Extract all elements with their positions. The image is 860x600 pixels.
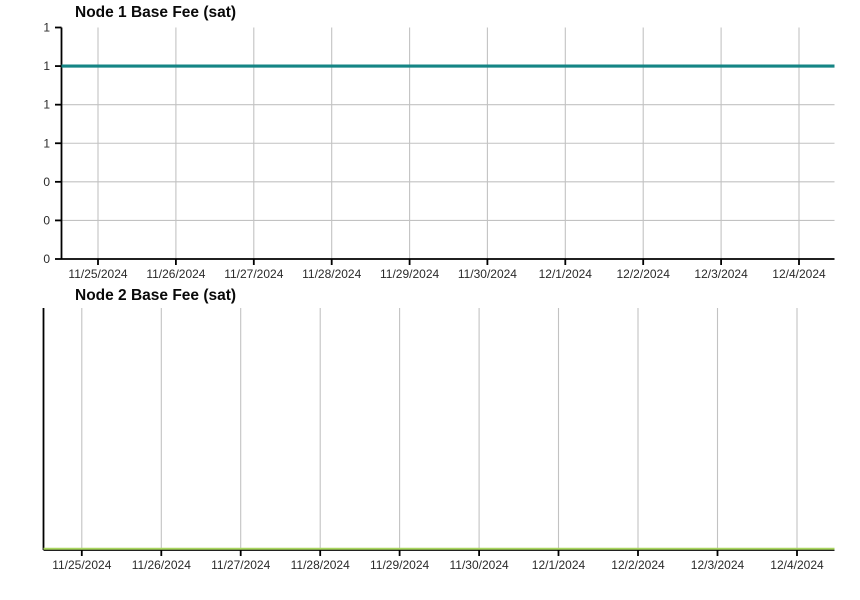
svg-text:11/25/2024: 11/25/2024 xyxy=(68,267,127,281)
svg-text:11/25/2024: 11/25/2024 xyxy=(52,558,111,572)
svg-text:12/3/2024: 12/3/2024 xyxy=(691,558,745,572)
svg-text:12/1/2024: 12/1/2024 xyxy=(532,558,586,572)
svg-text:11/27/2024: 11/27/2024 xyxy=(224,267,283,281)
svg-text:11/26/2024: 11/26/2024 xyxy=(132,558,191,572)
svg-text:11/27/2024: 11/27/2024 xyxy=(211,558,270,572)
svg-text:0: 0 xyxy=(43,252,50,266)
svg-text:0: 0 xyxy=(43,213,50,227)
svg-text:11/30/2024: 11/30/2024 xyxy=(458,267,517,281)
svg-text:11/29/2024: 11/29/2024 xyxy=(380,267,439,281)
svg-text:11/28/2024: 11/28/2024 xyxy=(302,267,361,281)
svg-text:12/4/2024: 12/4/2024 xyxy=(772,267,826,281)
svg-text:12/3/2024: 12/3/2024 xyxy=(694,267,748,281)
svg-text:11/26/2024: 11/26/2024 xyxy=(146,267,205,281)
svg-text:11/29/2024: 11/29/2024 xyxy=(370,558,429,572)
svg-text:1: 1 xyxy=(43,59,50,73)
svg-text:12/1/2024: 12/1/2024 xyxy=(539,267,593,281)
svg-text:1: 1 xyxy=(43,136,50,150)
svg-text:12/2/2024: 12/2/2024 xyxy=(617,267,671,281)
svg-text:11/28/2024: 11/28/2024 xyxy=(291,558,350,572)
svg-text:0: 0 xyxy=(43,175,50,189)
svg-text:1: 1 xyxy=(43,21,50,35)
svg-text:12/2/2024: 12/2/2024 xyxy=(611,558,665,572)
svg-text:12/4/2024: 12/4/2024 xyxy=(770,558,824,572)
svg-text:11/30/2024: 11/30/2024 xyxy=(450,558,509,572)
svg-text:1: 1 xyxy=(43,98,50,112)
